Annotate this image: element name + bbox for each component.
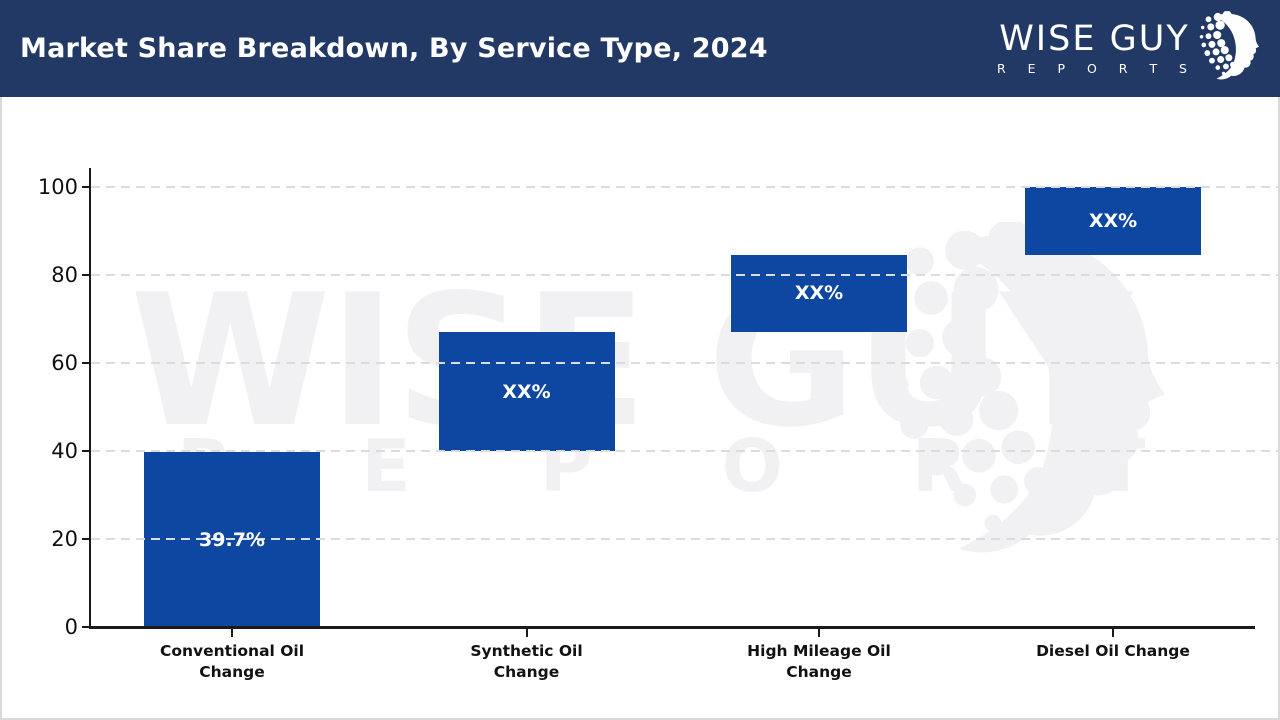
y-tick-mark	[82, 538, 90, 540]
y-axis-line	[89, 168, 91, 628]
bar-value-label: XX%	[502, 380, 551, 403]
bar	[1025, 187, 1201, 255]
x-tick-mark	[525, 629, 528, 637]
header-bar: Market Share Breakdown, By Service Type,…	[0, 0, 1280, 97]
gridline	[91, 362, 1279, 364]
bar	[731, 254, 907, 333]
bar-value-label: XX%	[1088, 209, 1138, 232]
x-axis-line	[89, 626, 1255, 629]
logo-text: WISE GUY R E P O R T S	[993, 18, 1196, 76]
y-tick-mark	[82, 626, 90, 628]
x-category-label: Synthetic Oil Change	[470, 642, 583, 681]
y-tick-label: 80	[51, 263, 78, 287]
y-tick-label: 60	[51, 351, 78, 375]
gridline	[91, 538, 1279, 540]
gridline	[91, 274, 1279, 276]
gridline	[91, 450, 1279, 452]
y-tick-label: 40	[51, 439, 78, 463]
bar-value-label: XX%	[794, 282, 844, 305]
logo-subtitle: R E P O R T S	[996, 60, 1196, 76]
y-tick-label: 100	[37, 175, 78, 199]
logo-wordmark: WISE GUY	[999, 18, 1190, 59]
x-category-label: Conventional Oil Change	[159, 642, 305, 681]
x-tick-mark	[1112, 629, 1114, 637]
watermark-head-icon	[864, 222, 1184, 588]
x-category-label: High Mileage Oil Change	[747, 642, 891, 681]
y-tick-mark	[82, 362, 90, 364]
y-tick-mark	[82, 186, 90, 188]
bar	[438, 332, 615, 451]
x-tick-mark	[818, 629, 820, 637]
gridline	[91, 186, 1279, 188]
chart-area: WISE GUY R E P O R T S 0 20 40 60 80 100 39.7%…	[0, 97, 1280, 720]
y-tick-mark	[82, 450, 90, 452]
x-tick-mark	[231, 629, 233, 637]
y-tick-label: 0	[64, 615, 78, 639]
wise-guy-logo: WISE GUY R E P O R T S	[993, 11, 1262, 87]
chart-title: Market Share Breakdown, By Service Type,…	[20, 33, 768, 64]
y-tick-mark	[82, 274, 90, 276]
x-category-label: Diesel Oil Change	[1036, 642, 1190, 660]
y-tick-label: 20	[51, 527, 78, 551]
bar-value-label: 39.7%	[199, 528, 265, 551]
